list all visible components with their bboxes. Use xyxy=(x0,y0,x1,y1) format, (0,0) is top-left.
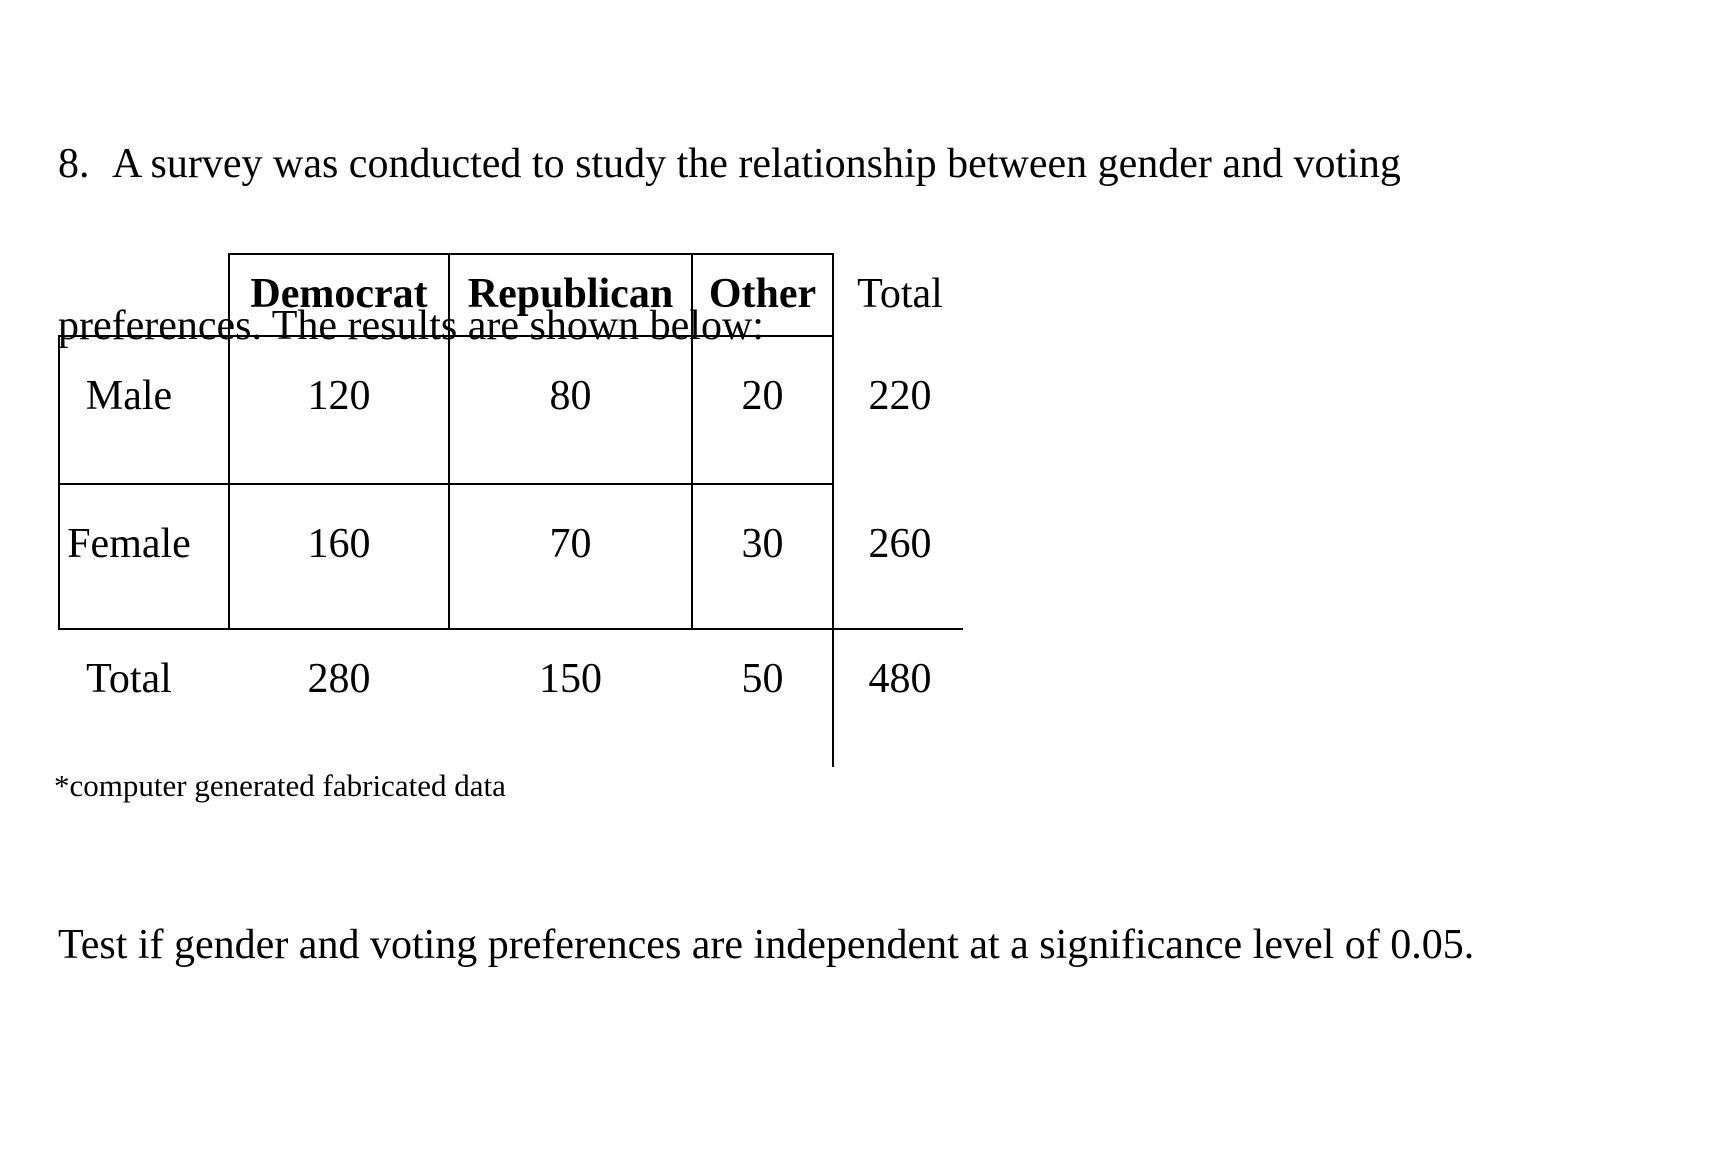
header-cell-total: Total xyxy=(857,271,943,317)
border-male-female-divider xyxy=(58,483,834,485)
header-cell-republican: Republican xyxy=(467,271,674,317)
border-total-column-divider xyxy=(832,253,834,767)
border-left-edge xyxy=(58,335,60,630)
question-line-1: 8. A survey was conducted to study the re… xyxy=(58,137,1401,191)
border-democrat-republican-divider xyxy=(448,253,450,630)
border-table-bottom xyxy=(58,628,963,630)
cell-male-democrat: 120 xyxy=(307,373,371,419)
footnote: *computer generated fabricated data xyxy=(54,768,506,803)
cell-total-republican: 150 xyxy=(539,656,602,702)
cell-female-republican: 70 xyxy=(549,521,592,567)
border-header-top xyxy=(228,253,834,255)
border-header-bottom xyxy=(58,335,834,337)
cell-male-total: 220 xyxy=(868,373,932,419)
cell-total-other: 50 xyxy=(741,656,784,702)
question-block: 8. A survey was conducted to study the re… xyxy=(58,29,1401,461)
row-label-male: Male xyxy=(85,373,173,419)
cell-grand-total: 480 xyxy=(868,656,932,702)
task-prompt: Test if gender and voting preferences ar… xyxy=(58,922,1475,968)
header-cell-other: Other xyxy=(708,271,817,317)
cell-female-total: 260 xyxy=(868,521,932,567)
cell-female-democrat: 160 xyxy=(307,521,371,567)
header-cell-democrat: Democrat xyxy=(250,271,428,317)
cell-male-other: 20 xyxy=(741,373,784,419)
question-text-line-1: A survey was conducted to study the rela… xyxy=(112,141,1401,187)
question-number: 8. xyxy=(58,141,90,187)
border-republican-other-divider xyxy=(691,253,693,630)
cell-female-other: 30 xyxy=(741,521,784,567)
cell-total-democrat: 280 xyxy=(307,656,371,702)
row-label-total: Total xyxy=(86,656,172,702)
cell-male-republican: 80 xyxy=(549,373,592,419)
row-label-female: Female xyxy=(67,521,191,567)
border-label-column-divider xyxy=(228,253,230,630)
